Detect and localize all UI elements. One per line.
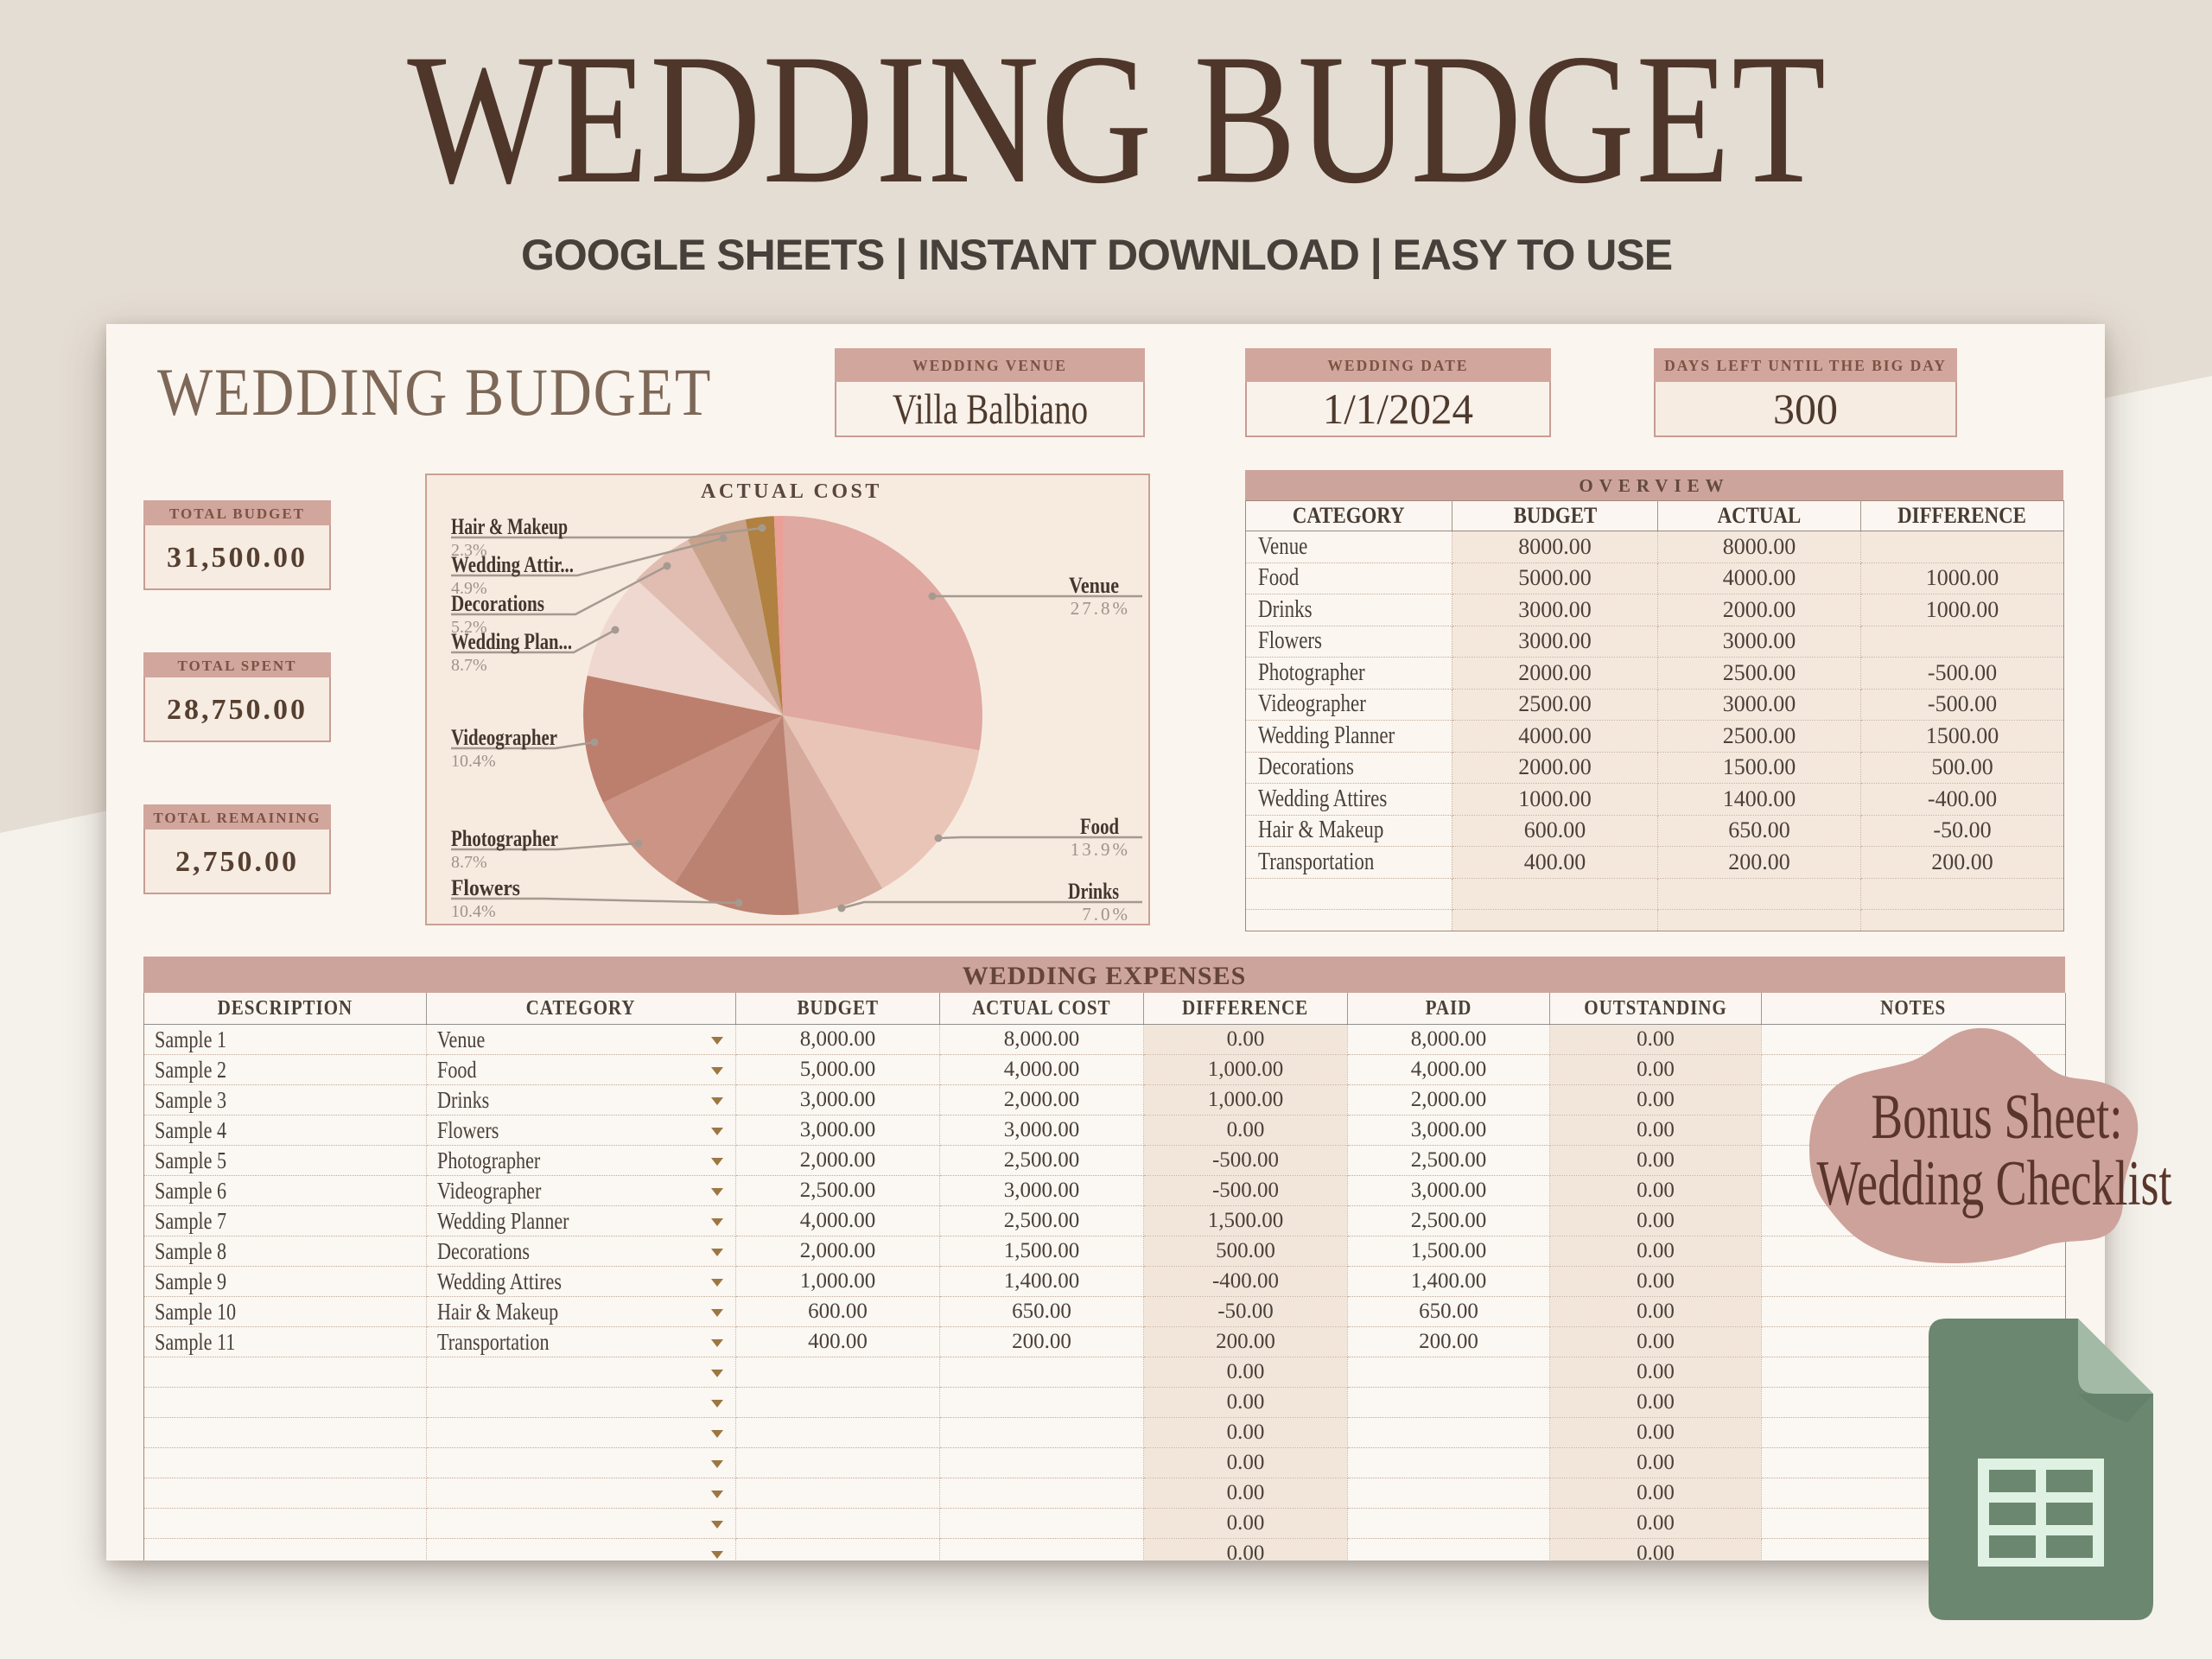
svg-text:7.0%: 7.0% <box>1082 904 1130 925</box>
svg-text:13.9%: 13.9% <box>1071 839 1130 860</box>
svg-text:Decorations: Decorations <box>451 591 544 616</box>
svg-text:5.2%: 5.2% <box>451 618 487 637</box>
svg-text:ACTUAL COST: ACTUAL COST <box>701 480 882 503</box>
svg-text:Food: Food <box>1080 814 1119 839</box>
svg-text:Hair & Makeup: Hair & Makeup <box>451 514 568 539</box>
svg-text:2.3%: 2.3% <box>451 541 487 560</box>
svg-text:10.4%: 10.4% <box>451 752 496 771</box>
svg-text:8.7%: 8.7% <box>451 656 487 675</box>
svg-text:4.9%: 4.9% <box>451 579 487 598</box>
svg-text:Venue: Venue <box>1069 573 1119 598</box>
svg-text:Wedding Plan...: Wedding Plan... <box>451 629 572 654</box>
svg-text:Photographer: Photographer <box>451 826 558 851</box>
svg-text:10.4%: 10.4% <box>451 902 496 921</box>
svg-text:8.7%: 8.7% <box>451 853 487 872</box>
svg-text:Flowers: Flowers <box>451 875 520 900</box>
svg-text:27.8%: 27.8% <box>1071 598 1130 619</box>
svg-text:Videographer: Videographer <box>451 725 557 750</box>
svg-text:Drinks: Drinks <box>1068 879 1119 904</box>
svg-text:Wedding Attir...: Wedding Attir... <box>451 552 574 577</box>
